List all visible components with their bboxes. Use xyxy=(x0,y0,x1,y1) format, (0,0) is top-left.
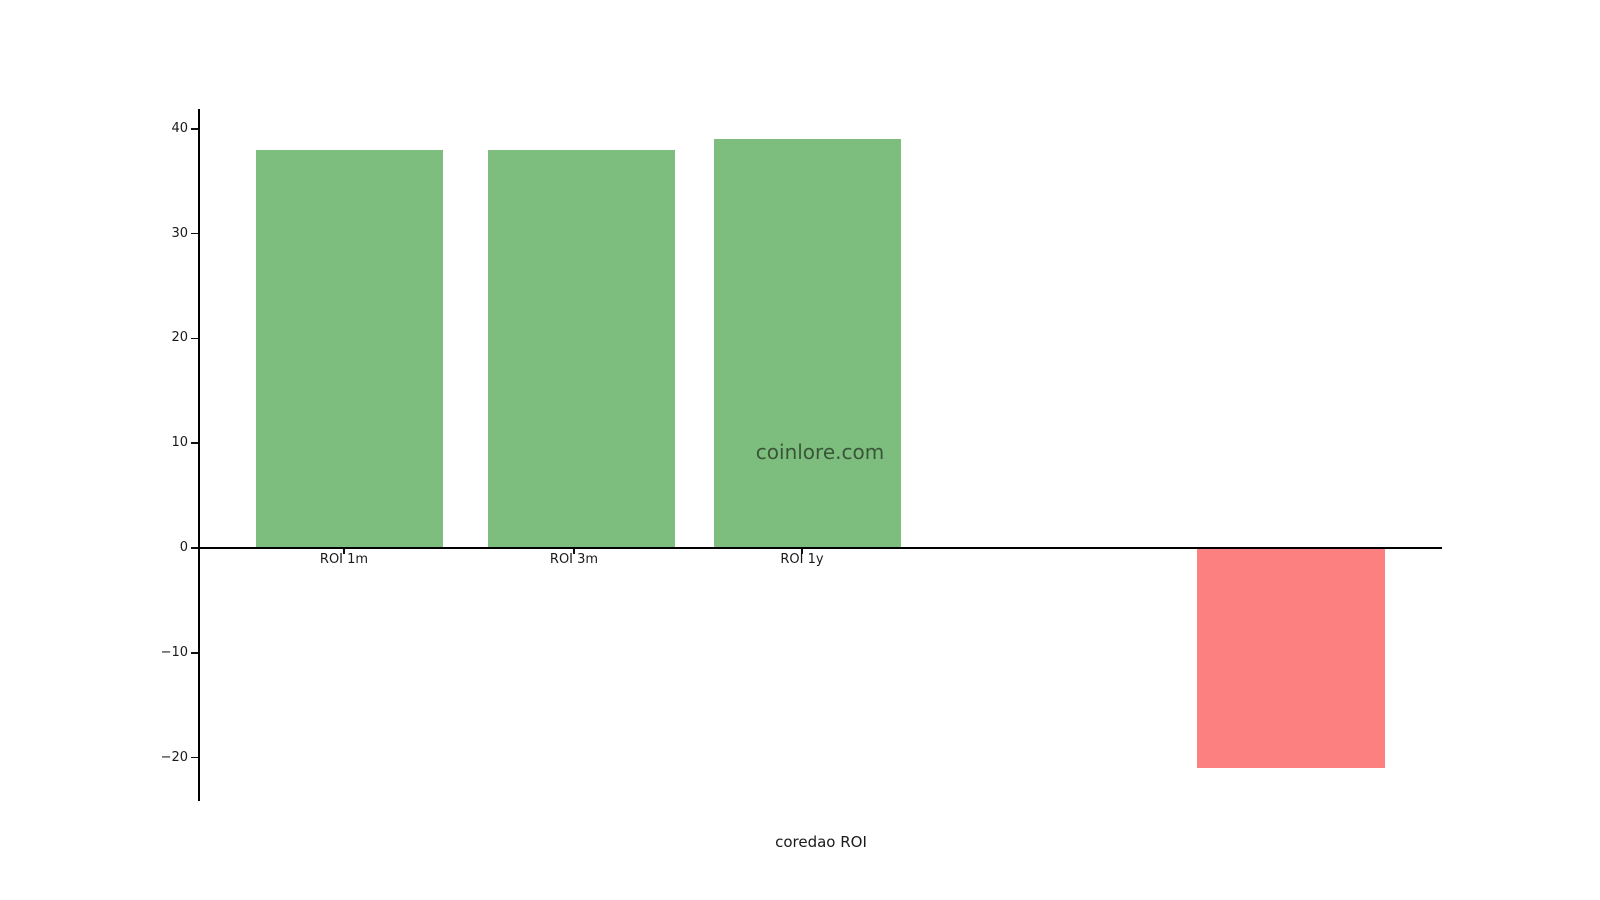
y-tick-label: 10 xyxy=(171,435,188,451)
roi-bar-roi-1m xyxy=(256,149,443,548)
y-tick-label: −10 xyxy=(160,644,188,660)
y-tick-label: 30 xyxy=(171,225,188,241)
roi-bar-roi-1y xyxy=(714,139,901,548)
y-tick-label: 40 xyxy=(171,120,188,136)
x-axis-line xyxy=(198,547,1442,549)
watermark-text: coinlore.com xyxy=(755,440,885,464)
y-tick-mark xyxy=(191,547,198,549)
x-tick-label: ROI 3m xyxy=(549,552,599,567)
roi-bar-roi-3m xyxy=(488,149,675,548)
x-tick-mark xyxy=(573,549,575,554)
y-tick-label: −20 xyxy=(160,749,188,765)
chart-title: coredao ROI xyxy=(775,833,867,851)
y-tick-label: 0 xyxy=(179,540,188,555)
y-tick-mark xyxy=(191,756,198,759)
y-tick-mark xyxy=(191,442,198,444)
x-tick-mark xyxy=(801,549,803,554)
y-tick-mark xyxy=(191,652,198,654)
y-tick-mark xyxy=(191,337,198,340)
x-tick-label: ROI 1m xyxy=(319,552,369,567)
y-tick-label: 20 xyxy=(171,330,188,346)
roi-bar-unlabeled xyxy=(1197,548,1385,769)
y-axis-line xyxy=(198,109,200,801)
y-tick-mark xyxy=(191,128,198,130)
x-tick-label: ROI 1y xyxy=(780,552,824,567)
x-tick-mark xyxy=(343,549,345,554)
y-tick-mark xyxy=(191,232,198,235)
